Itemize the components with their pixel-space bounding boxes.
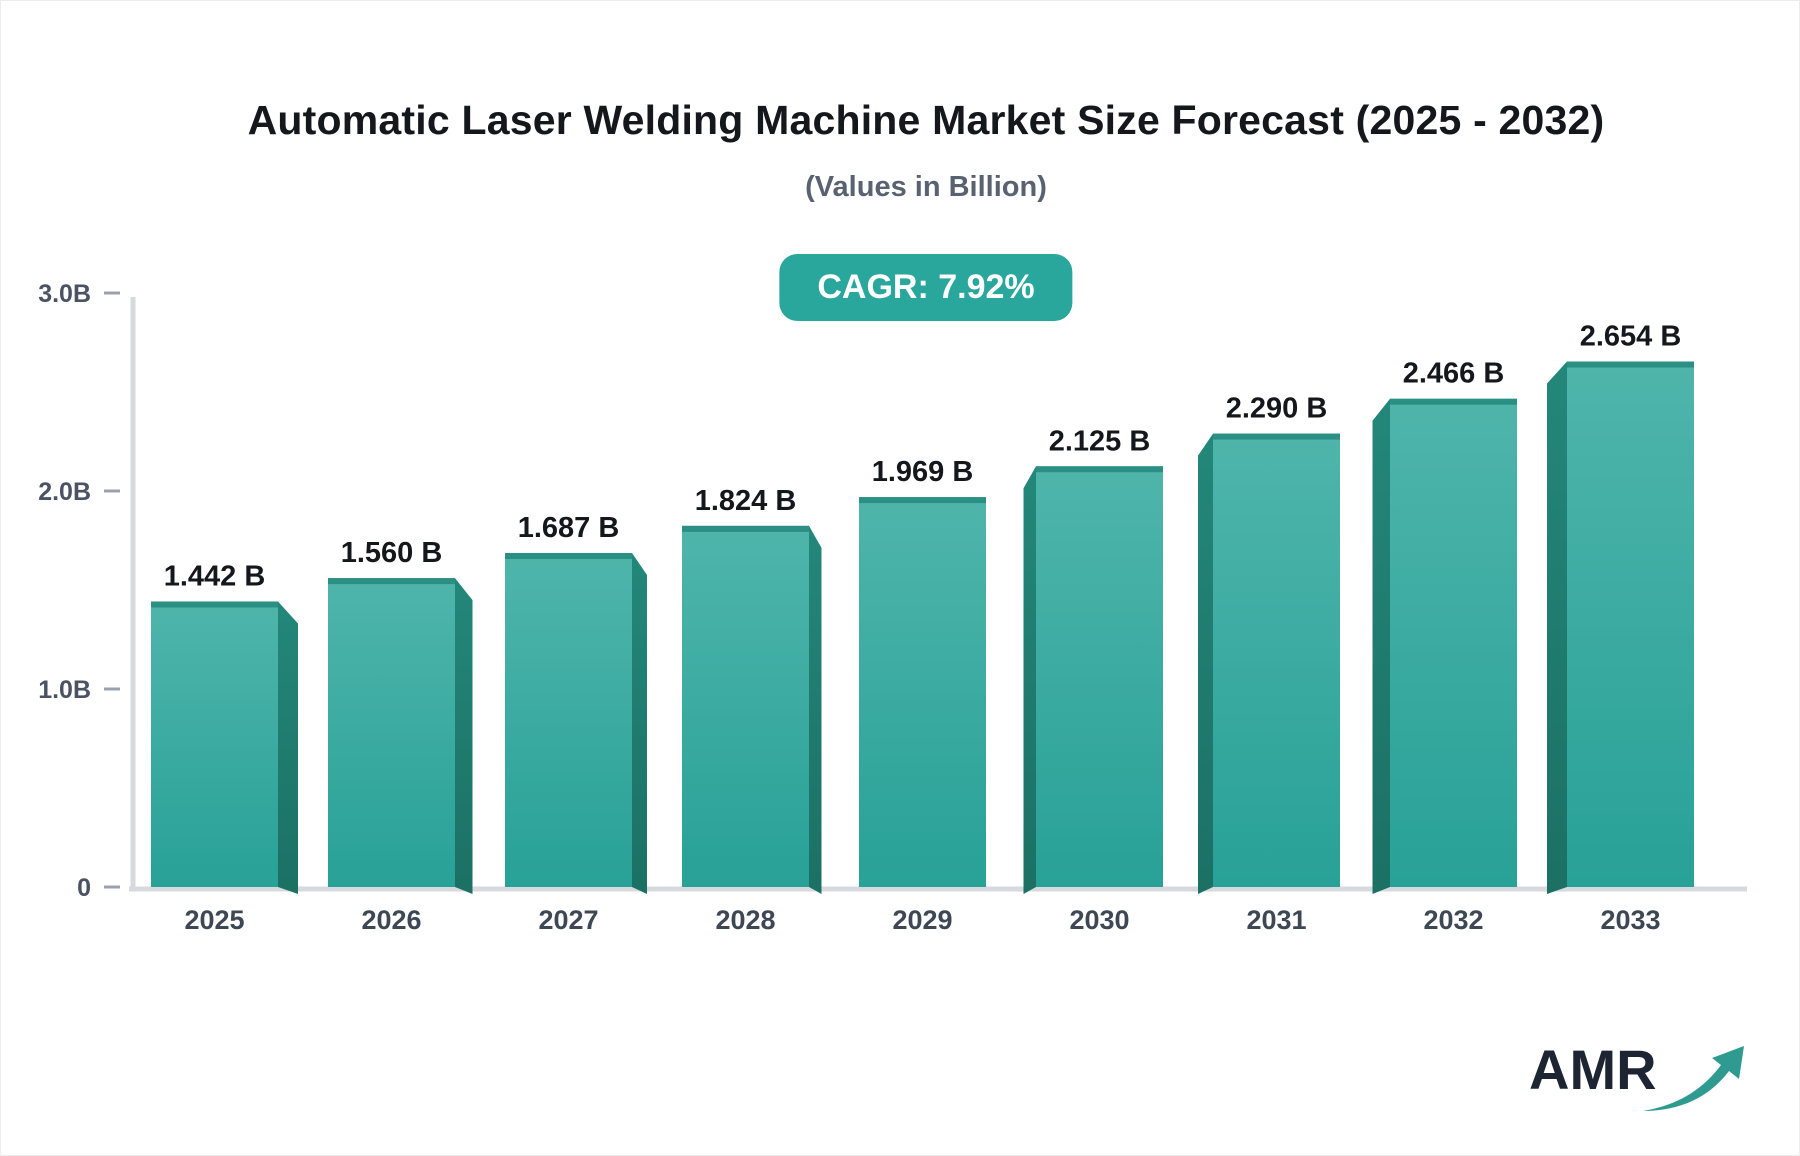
bar-face: [1390, 398, 1517, 887]
bar-2030: 2.125 B 2030: [1023, 425, 1163, 935]
bar-value-label: 1.442 B: [164, 560, 266, 592]
bar-top-edge: [859, 497, 986, 504]
x-axis-year-label: 2031: [1246, 905, 1306, 935]
bar-side-face: [1198, 433, 1213, 894]
y-axis-tick-label: 2.0B: [38, 478, 91, 506]
bar-value-label: 1.969 B: [872, 456, 974, 488]
y-axis-tick-label: 3.0B: [38, 280, 91, 308]
chart-subtitle: (Values in Billion): [805, 171, 1047, 203]
bar-face: [1567, 361, 1694, 887]
x-axis-year-label: 2032: [1423, 905, 1483, 935]
x-axis-year-label: 2028: [715, 905, 775, 935]
x-axis-year-label: 2026: [361, 905, 421, 935]
bar-top-edge: [1036, 466, 1163, 473]
x-axis-year-label: 2030: [1069, 905, 1129, 935]
bar-top-edge: [328, 578, 455, 585]
bar-face: [151, 601, 278, 887]
bar-value-label: 1.824 B: [695, 485, 797, 517]
bar-top-edge: [1213, 433, 1340, 440]
bar-value-label: 2.125 B: [1049, 425, 1151, 457]
bar-2031: 2.290 B 2031: [1198, 393, 1340, 935]
bar-value-label: 2.290 B: [1226, 393, 1328, 425]
bar-side-face: [1023, 466, 1036, 894]
bar-side-face: [632, 552, 647, 894]
bar-top-edge: [151, 601, 278, 608]
bar-face: [505, 552, 632, 887]
bar-side-face: [809, 525, 822, 894]
y-axis-tick-label: 1.0B: [38, 676, 91, 704]
bar-value-label: 1.560 B: [341, 537, 443, 569]
bar-2028: 1.824 B 2028: [682, 485, 822, 935]
x-axis-year-label: 2027: [538, 905, 598, 935]
x-axis-year-label: 2029: [892, 905, 952, 935]
bar-top-edge: [1567, 361, 1694, 368]
bar-side-face: [1372, 398, 1390, 894]
bar-value-label: 2.654 B: [1580, 321, 1682, 353]
bar-face: [859, 497, 986, 887]
x-axis-year-label: 2025: [184, 905, 244, 935]
bar-face: [1036, 466, 1163, 887]
bar-top-edge: [505, 552, 632, 559]
bar-face: [328, 578, 455, 887]
bar-side-face: [278, 601, 298, 894]
bar-value-label: 1.687 B: [518, 512, 620, 544]
cagr-badge: CAGR: 7.92%: [779, 254, 1073, 321]
bar-top-edge: [682, 525, 809, 532]
bar-2027: 1.687 B 2027: [505, 512, 647, 935]
bar-top-edge: [1390, 398, 1517, 405]
amr-logo: AMR: [1529, 1037, 1749, 1123]
bar-2026: 1.560 B 2026: [328, 537, 473, 935]
x-axis-year-label: 2033: [1600, 905, 1660, 935]
bar-2033: 2.654 B 2033: [1547, 321, 1694, 935]
chart-title: Automatic Laser Welding Machine Market S…: [247, 97, 1605, 143]
bar-face: [1213, 433, 1340, 887]
bar-2025: 1.442 B 2025: [151, 560, 298, 935]
bar-face: [682, 525, 809, 887]
bar-side-face: [455, 578, 473, 894]
bar-value-label: 2.466 B: [1403, 358, 1505, 390]
y-axis-tick-label: 0: [77, 874, 91, 902]
bar-side-face: [1547, 361, 1567, 894]
bar-2032: 2.466 B 2032: [1372, 358, 1517, 935]
trend-up-arrow-icon: [1643, 1046, 1744, 1111]
bar-2029: 1.969 B 2029: [859, 456, 986, 935]
amr-logo-text: AMR: [1529, 1038, 1657, 1101]
